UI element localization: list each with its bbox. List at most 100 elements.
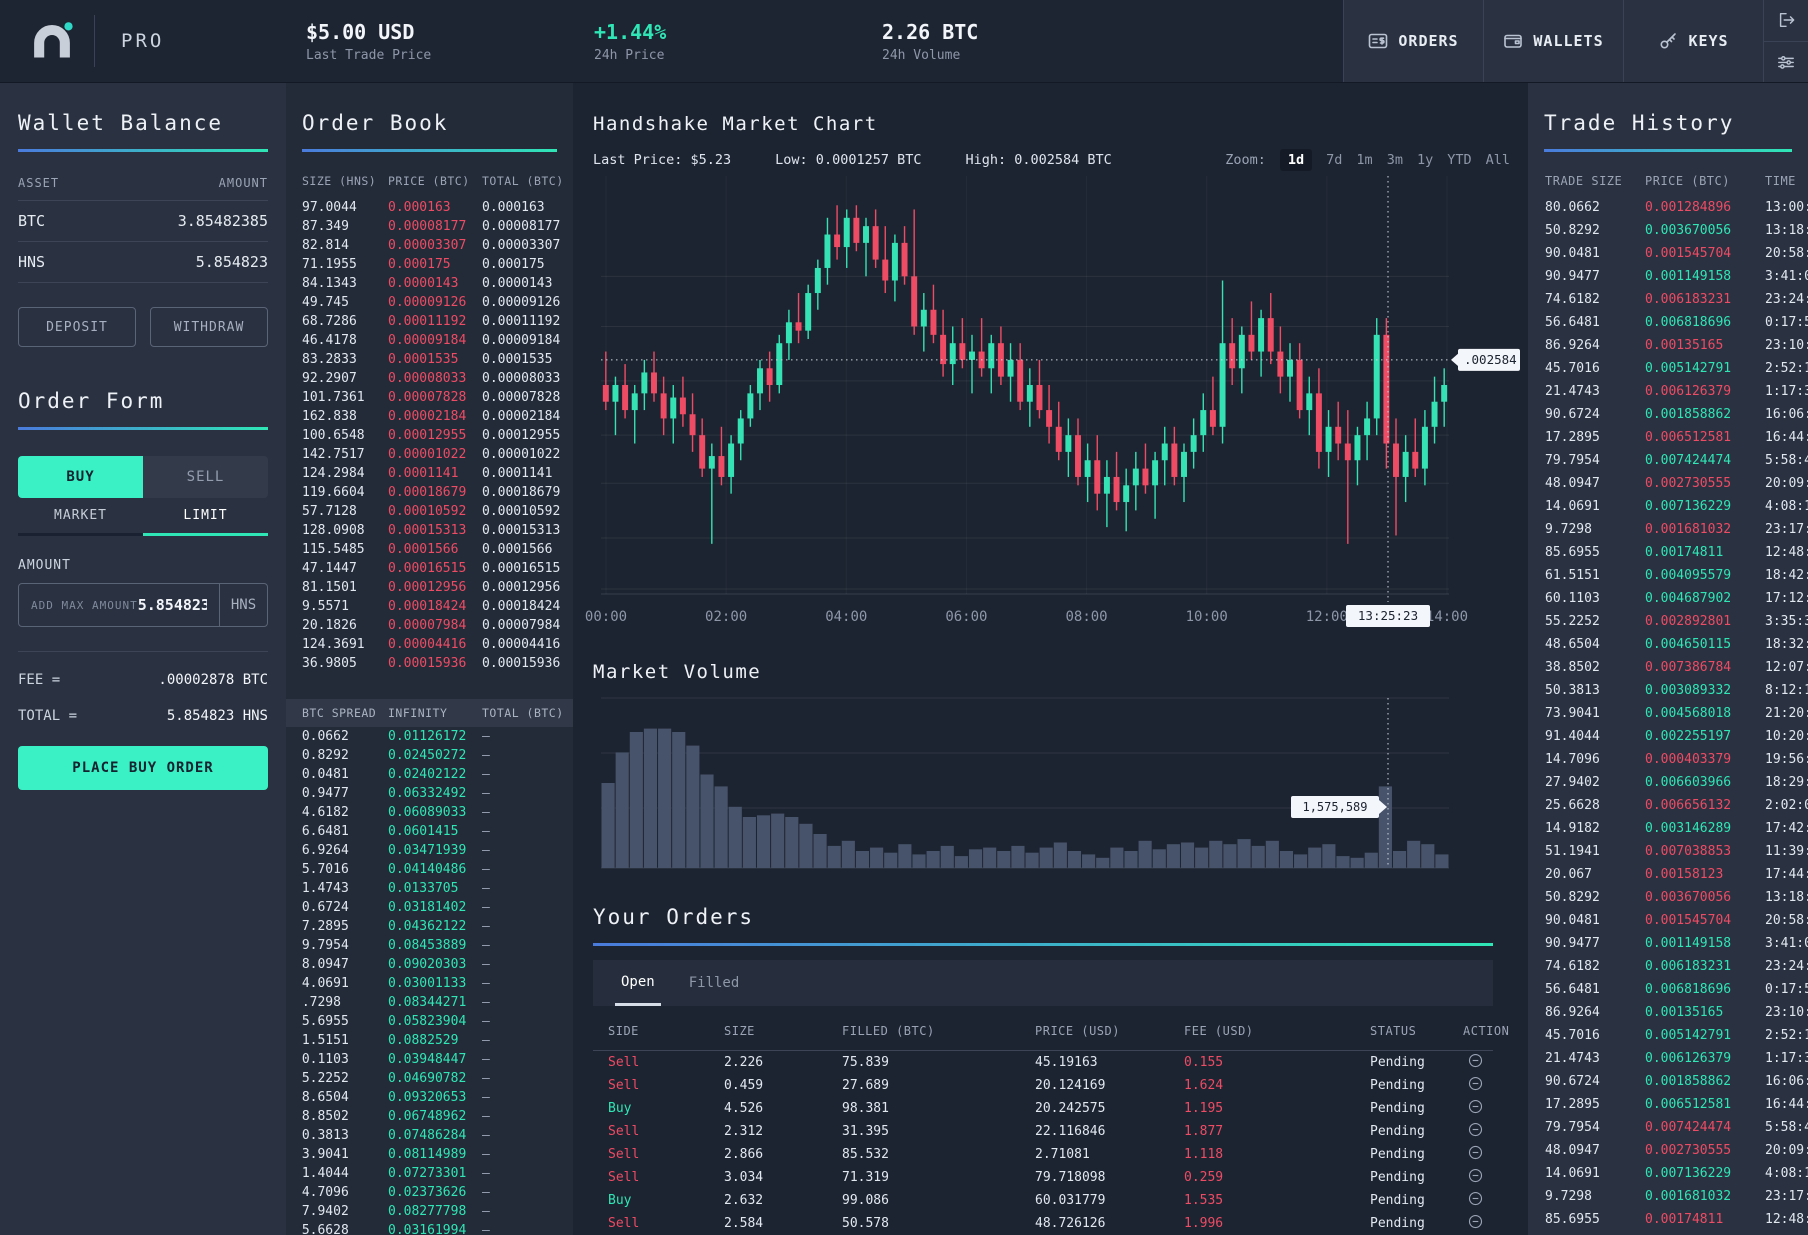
order-book-row[interactable]: 9.5571 0.00018424 0.00018424 — [286, 597, 573, 616]
spread-row[interactable]: 50.3813 0.07486284– — [286, 1126, 573, 1145]
wallet-title-underline — [18, 149, 268, 152]
spread-row[interactable]: 56.6481 0.0601415 – — [286, 822, 573, 841]
order-book-row[interactable]: 20.1826 0.00007984 0.00007984 — [286, 616, 573, 635]
spread-row[interactable]: 38.8502 0.06748962– — [286, 1107, 573, 1126]
order-book-row[interactable]: 46.4178 0.00009184 0.00009184 — [286, 331, 573, 350]
nav-tab-keys[interactable]: KEYS — [1624, 0, 1764, 82]
order-book-row[interactable]: 82.814 0.00003307 0.00003307 — [286, 236, 573, 255]
zoom-option-3m[interactable]: 3m — [1386, 152, 1403, 168]
zoom-option-1y[interactable]: 1y — [1416, 152, 1434, 168]
spread-row[interactable]: 14.7096 0.02373626– — [286, 1183, 573, 1202]
spread-row[interactable]: 90.6724 0.03181402– — [286, 898, 573, 917]
size-cell: 61.5151 — [302, 1033, 349, 1048]
order-book-row[interactable]: 97.0044 0.000163 0.000163 — [286, 198, 573, 217]
order-book-row[interactable]: 100.6548 0.00012955 0.00012955 — [286, 426, 573, 445]
zoom-option-1m[interactable]: 1m — [1356, 152, 1373, 168]
nav-tab-orders[interactable]: ORDERS — [1344, 0, 1484, 82]
order-book-row[interactable]: 124.3691 0.00004416 0.00004416 — [286, 635, 573, 654]
zoom-option-All[interactable]: All — [1485, 152, 1510, 168]
deposit-button[interactable]: DEPOSIT — [18, 307, 136, 347]
order-book-row[interactable]: 36.9805 0.00015936 0.00015936 — [286, 654, 573, 673]
spread-row[interactable]: 73.9041 0.08114989– — [286, 1145, 573, 1164]
spread-row[interactable]: 91.4044 0.07273301– — [286, 1164, 573, 1183]
cancel-order-button[interactable] — [1468, 1145, 1483, 1160]
buy-tab[interactable]: BUY — [18, 456, 143, 498]
cancel-order-button[interactable] — [1468, 1191, 1483, 1206]
cancel-order-button[interactable] — [1468, 1099, 1483, 1114]
amount-input[interactable] — [137, 596, 219, 614]
order-book-row[interactable]: 71.1955 0.000175 0.000175 — [286, 255, 573, 274]
order-book-row[interactable]: 119.6604 0.00018679 0.00018679 — [286, 483, 573, 502]
spread-row[interactable]: 90.0481 0.02402122– — [286, 765, 573, 784]
cancel-order-button[interactable] — [1468, 1053, 1483, 1068]
zoom-option-7d[interactable]: 7d — [1326, 152, 1343, 168]
status-cell: Pending — [1370, 1147, 1425, 1162]
trade-price-cell: 0.005142791 — [1645, 1028, 1732, 1043]
logout-button[interactable] — [1764, 0, 1808, 42]
spread-row[interactable]: 17.2895 0.04362122– — [286, 917, 573, 936]
tab-filled[interactable]: Filled — [688, 975, 740, 991]
spread-row[interactable]: 79.7954 0.08453889– — [286, 936, 573, 955]
order-book-row[interactable]: 81.1501 0.00012956 0.00012956 — [286, 578, 573, 597]
total-cell: 0.000175 — [482, 257, 545, 272]
price-chart[interactable]: .002584 00:00 02:00 04:00 06:00 08:00 10:00 12:… — [573, 171, 1528, 651]
trade-history-row: 61.5151 0.004095579 18:42:19 — [1528, 564, 1808, 587]
spread-row[interactable]: 45.7016 0.04140486– — [286, 860, 573, 879]
nav-tab-wallets[interactable]: WALLETS — [1484, 0, 1624, 82]
order-book-row[interactable]: 162.838 0.00002184 0.00002184 — [286, 407, 573, 426]
order-book-row[interactable]: 68.7286 0.00011192 0.00011192 — [286, 312, 573, 331]
order-book-row[interactable]: 47.1447 0.00016515 0.00016515 — [286, 559, 573, 578]
spread-row[interactable]: 50.8292 0.02450272– — [286, 746, 573, 765]
cancel-order-button[interactable] — [1468, 1122, 1483, 1137]
order-book-row[interactable]: 84.1343 0.0000143 0.0000143 — [286, 274, 573, 293]
withdraw-button[interactable]: WITHDRAW — [150, 307, 268, 347]
order-book-spread-rows: 80.06620.01126172–50.82920.02450272–90.0… — [286, 727, 573, 1235]
spread-row[interactable]: 14.0691 0.03001133– — [286, 974, 573, 993]
zoom-option-YTD[interactable]: YTD — [1447, 152, 1472, 168]
spread-row[interactable]: 21.4743 0.0133705 – — [286, 879, 573, 898]
order-book-row[interactable]: 83.2833 0.0001535 0.0001535 — [286, 350, 573, 369]
order-book-row[interactable]: 128.0908 0.00015313 0.00015313 — [286, 521, 573, 540]
limit-tab[interactable]: LIMIT — [143, 498, 268, 536]
volume-chart[interactable]: 1,575,589 — [573, 683, 1528, 883]
trade-price-cell: 0.004687902 — [1645, 591, 1732, 606]
cancel-order-button[interactable] — [1468, 1214, 1483, 1229]
zoom-option-1d[interactable]: 1d — [1279, 149, 1313, 171]
place-buy-order-button[interactable]: PLACE BUY ORDER — [18, 746, 268, 790]
sell-tab[interactable]: SELL — [143, 456, 268, 498]
spread-row[interactable]: 60.1103 0.03948447– — [286, 1050, 573, 1069]
cancel-order-button[interactable] — [1468, 1168, 1483, 1183]
trade-history-row: 90.9477 0.001149158 3:41:01 — [1528, 932, 1808, 955]
spread-row[interactable]: 48.6504 0.09320653– — [286, 1088, 573, 1107]
order-book-row[interactable]: 87.349 0.00008177 0.00008177 — [286, 217, 573, 236]
spread-row[interactable]: 55.2252 0.04690782– — [286, 1069, 573, 1088]
spread-row[interactable]: 27.9402 0.08277798– — [286, 1202, 573, 1221]
trade-history-row: 48.0947 0.002730555 20:09:46 — [1528, 1139, 1808, 1162]
order-book-row[interactable]: 101.7361 0.00007828 0.00007828 — [286, 388, 573, 407]
order-book-row[interactable]: 115.5485 0.0001566 0.0001566 — [286, 540, 573, 559]
tab-open[interactable]: Open — [615, 960, 661, 1006]
spread-row[interactable]: 48.0947 0.09020303– — [286, 955, 573, 974]
spread-row[interactable]: 86.9264 0.03471939– — [286, 841, 573, 860]
order-book-row[interactable]: 142.7517 0.00001022 0.00001022 — [286, 445, 573, 464]
spread-row[interactable]: 61.5151 0.0882529 – — [286, 1031, 573, 1050]
spread-row[interactable]: 85.6955 0.05823904– — [286, 1012, 573, 1031]
spread-row[interactable]: 25.6628 0.03161994 – — [286, 1221, 573, 1235]
order-book-row[interactable]: 49.745 0.00009126 0.00009126 — [286, 293, 573, 312]
preferences-button[interactable] — [1764, 42, 1808, 83]
order-book-row[interactable]: 92.2907 0.00008033 0.00008033 — [286, 369, 573, 388]
cancel-order-button[interactable] — [1468, 1076, 1483, 1091]
market-tab[interactable]: MARKET — [18, 498, 143, 536]
spread-row[interactable]: 9.7298 0.08344271– — [286, 993, 573, 1012]
spread-row[interactable]: 90.9477 0.06332492– — [286, 784, 573, 803]
trade-price-cell: 0.001858862 — [1645, 407, 1732, 422]
spread-cell: 0.09320653 — [388, 1090, 467, 1105]
trade-history-row: 90.6724 0.001858862 16:06:16 — [1528, 1070, 1808, 1093]
order-book-row[interactable]: 57.7128 0.00010592 0.00010592 — [286, 502, 573, 521]
spread-row[interactable]: 74.6182 0.06089033– — [286, 803, 573, 822]
spread-row[interactable]: 80.0662 0.01126172– — [286, 727, 573, 746]
add-max-amount-button[interactable]: ADD MAX AMOUNT — [19, 599, 138, 612]
order-book-row[interactable]: 124.2984 0.0001141 0.0001141 — [286, 464, 573, 483]
price-cell: 0.0001141 — [388, 466, 459, 481]
trade-time-cell: 12:07:59 — [1765, 660, 1808, 675]
